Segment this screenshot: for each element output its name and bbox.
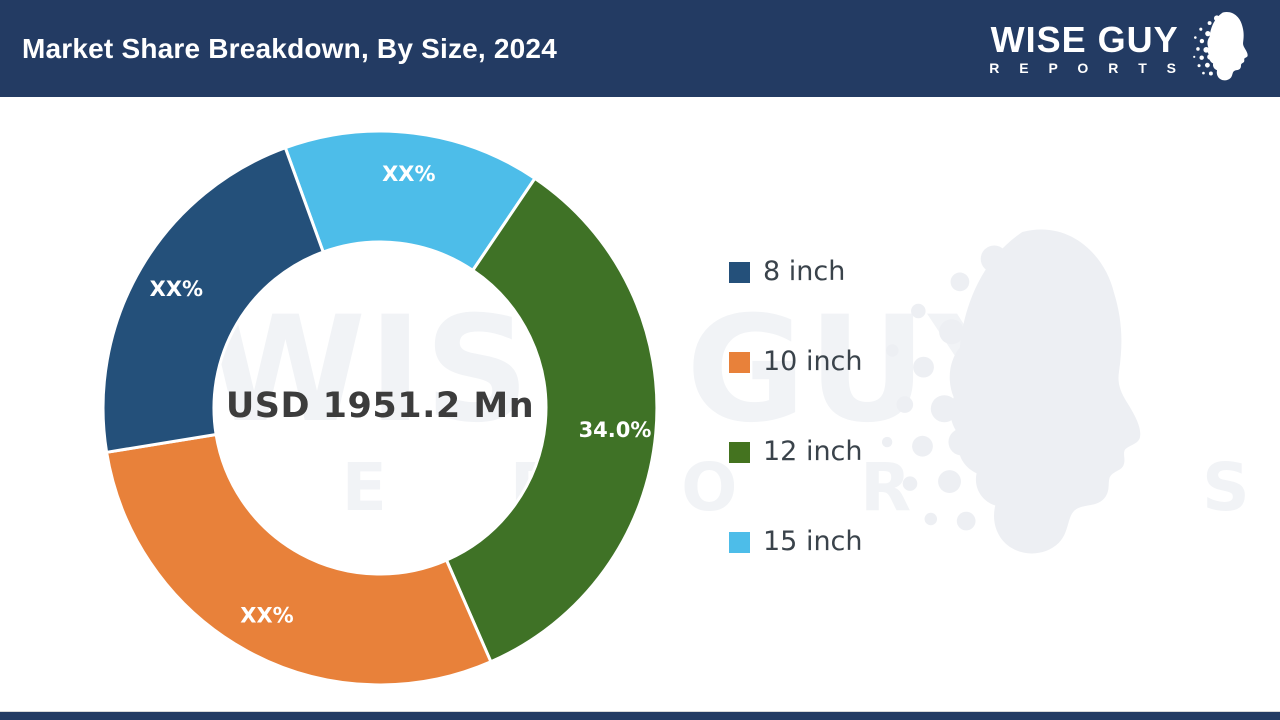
legend-label-8-inch: 8 inch — [763, 256, 846, 287]
slice-label-12-inch: 34.0% — [579, 418, 652, 442]
header-bar: Market Share Breakdown, By Size, 2024 WI… — [0, 0, 1280, 97]
logo-text: WISE GUY R E P O R T S — [985, 18, 1184, 76]
chart-area: WISE GUY R E P O R T S XX% 34.0% XX% XX% US… — [0, 97, 1280, 712]
donut-slice-12-inch — [445, 176, 659, 664]
legend-item-12-inch: 12 inch — [729, 438, 863, 466]
legend-swatch-10-inch — [729, 351, 750, 373]
footer-bar — [0, 711, 1280, 720]
slice-label-15-inch: XX% — [382, 162, 435, 186]
legend-swatch-8-inch — [729, 261, 750, 283]
legend: 8 inch 10 inch 12 inch 15 inch — [729, 258, 863, 618]
legend-item-15-inch: 15 inch — [729, 528, 863, 556]
legend-label-12-inch: 12 inch — [763, 436, 863, 467]
logo-wordmark: WISE GUY — [990, 18, 1179, 60]
donut-slice-10-inch — [105, 433, 493, 687]
legend-swatch-15-inch — [729, 531, 750, 553]
legend-label-15-inch: 15 inch — [763, 526, 863, 557]
brand-logo: WISE GUY R E P O R T S — [985, 9, 1254, 88]
logo-face-icon — [1188, 9, 1254, 88]
legend-label-10-inch: 10 inch — [763, 346, 863, 377]
donut-chart: XX% 34.0% XX% XX% — [101, 129, 659, 687]
donut-slice-8-inch — [101, 146, 325, 454]
page-title: Market Share Breakdown, By Size, 2024 — [22, 32, 557, 64]
slice-label-8-inch: XX% — [150, 277, 203, 301]
logo-subtitle: R E P O R T S — [989, 59, 1184, 76]
legend-item-10-inch: 10 inch — [729, 348, 863, 376]
slice-label-10-inch: XX% — [240, 604, 293, 628]
watermark-face-icon — [858, 215, 1170, 590]
legend-swatch-12-inch — [729, 441, 750, 463]
donut-center-value: USD 1951.2 Mn — [225, 386, 535, 426]
legend-item-8-inch: 8 inch — [729, 258, 863, 286]
